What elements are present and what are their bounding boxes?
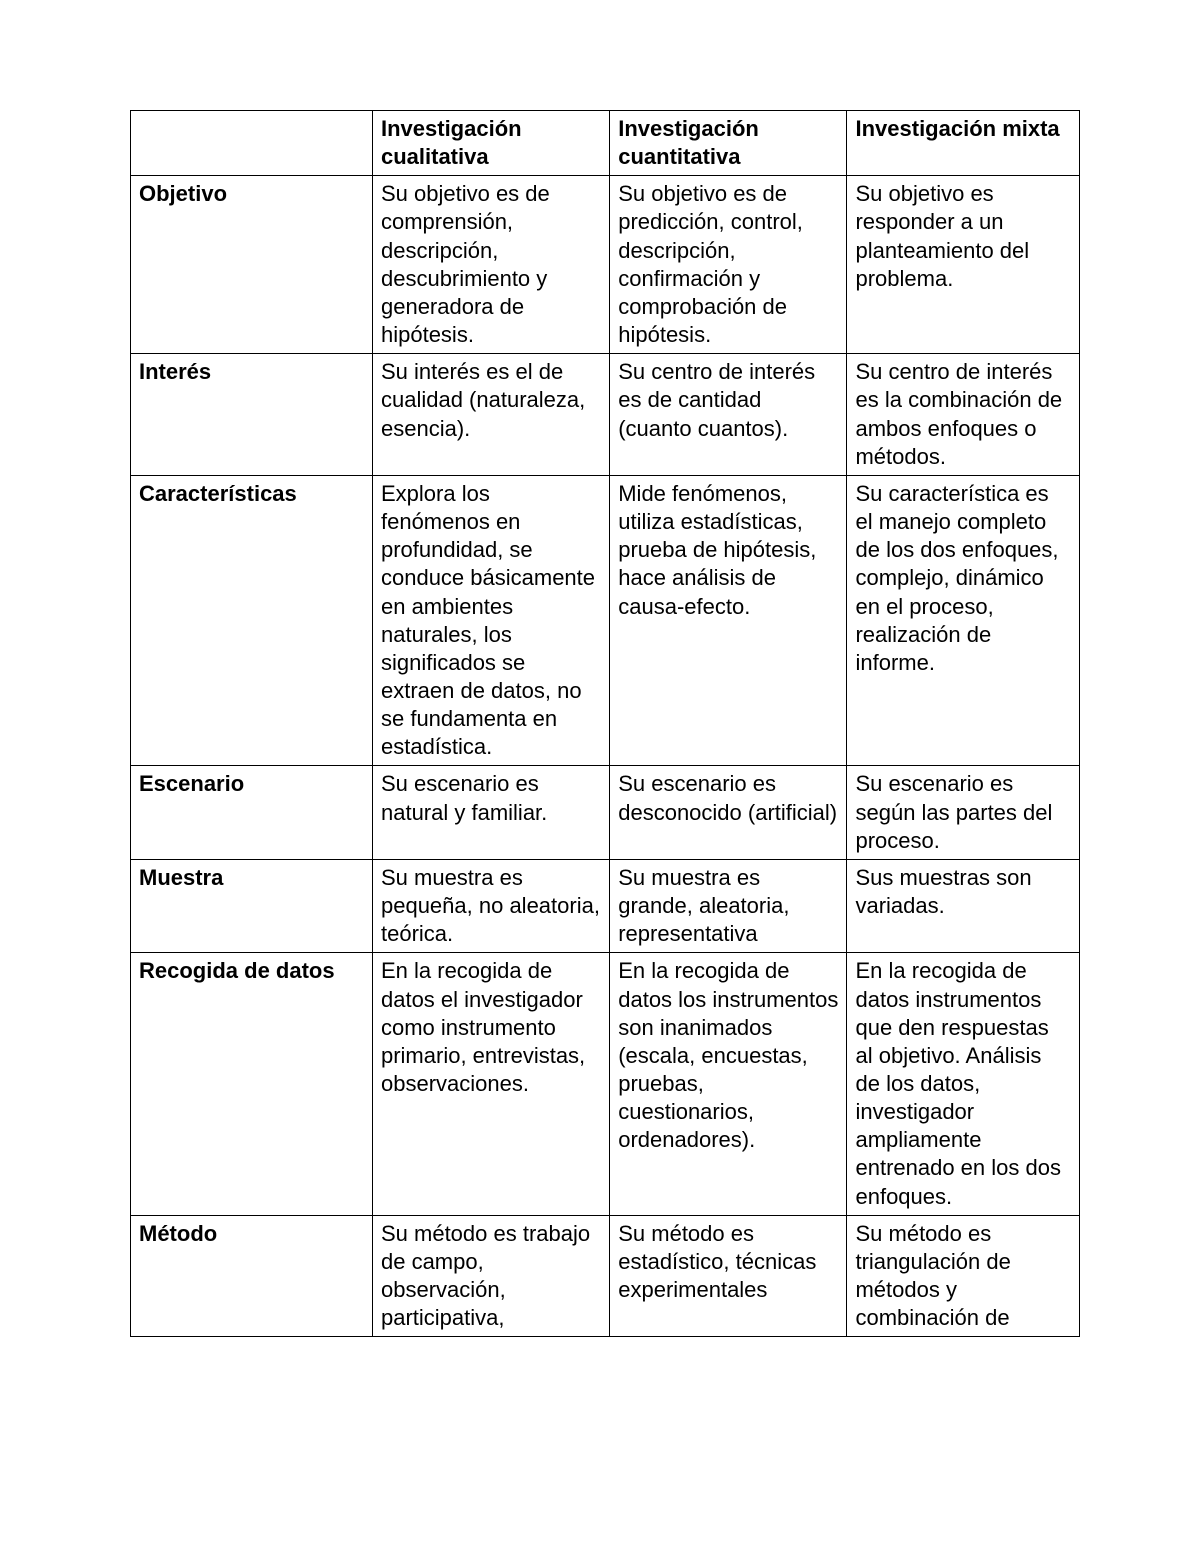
cell-objetivo-cual: Su objetivo es de comprensión, descripci… — [372, 176, 609, 354]
cell-escenario-cual: Su escenario es natural y familiar. — [372, 766, 609, 859]
cell-escenario-mixta: Su escenario es según las partes del pro… — [847, 766, 1080, 859]
row-interes: Interés Su interés es el de cualidad (na… — [131, 354, 1080, 476]
cell-caracteristicas-mixta: Su característica es el manejo completo … — [847, 475, 1080, 766]
col-header-cualitativa: Investigación cualitativa — [372, 111, 609, 176]
cell-objetivo-cuant: Su objetivo es de predicción, control, d… — [610, 176, 847, 354]
cell-caracteristicas-cual: Explora los fenómenos en profundidad, se… — [372, 475, 609, 766]
row-objetivo: Objetivo Su objetivo es de comprensión, … — [131, 176, 1080, 354]
row-header-interes: Interés — [131, 354, 373, 476]
row-header-metodo: Método — [131, 1215, 373, 1337]
comparison-table: Investigación cualitativa Investigación … — [130, 110, 1080, 1337]
cell-interes-cual: Su interés es el de cualidad (naturaleza… — [372, 354, 609, 476]
cell-objetivo-mixta: Su objetivo es responder a un planteamie… — [847, 176, 1080, 354]
cell-recogida-mixta: En la recogida de datos instrumentos que… — [847, 953, 1080, 1215]
row-caracteristicas: Características Explora los fenómenos en… — [131, 475, 1080, 766]
row-muestra: Muestra Su muestra es pequeña, no aleato… — [131, 859, 1080, 952]
corner-cell — [131, 111, 373, 176]
row-header-escenario: Escenario — [131, 766, 373, 859]
row-header-recogida: Recogida de datos — [131, 953, 373, 1215]
row-escenario: Escenario Su escenario es natural y fami… — [131, 766, 1080, 859]
row-header-muestra: Muestra — [131, 859, 373, 952]
cell-caracteristicas-cuant: Mide fenómenos, utiliza estadísticas, pr… — [610, 475, 847, 766]
cell-metodo-cuant: Su método es estadístico, técnicas exper… — [610, 1215, 847, 1337]
col-header-mixta: Investigación mixta — [847, 111, 1080, 176]
cell-interes-mixta: Su centro de interés es la combinación d… — [847, 354, 1080, 476]
cell-metodo-cual: Su método es trabajo de campo, observaci… — [372, 1215, 609, 1337]
col-header-cuantitativa: Investigación cuantitativa — [610, 111, 847, 176]
cell-muestra-cuant: Su muestra es grande, aleatoria, represe… — [610, 859, 847, 952]
row-recogida: Recogida de datos En la recogida de dato… — [131, 953, 1080, 1215]
header-row: Investigación cualitativa Investigación … — [131, 111, 1080, 176]
row-metodo: Método Su método es trabajo de campo, ob… — [131, 1215, 1080, 1337]
cell-escenario-cuant: Su escenario es desconocido (artificial) — [610, 766, 847, 859]
cell-interes-cuant: Su centro de interés es de cantidad (cua… — [610, 354, 847, 476]
cell-recogida-cuant: En la recogida de datos los instrumentos… — [610, 953, 847, 1215]
row-header-caracteristicas: Características — [131, 475, 373, 766]
cell-muestra-cual: Su muestra es pequeña, no aleatoria, teó… — [372, 859, 609, 952]
cell-muestra-mixta: Sus muestras son variadas. — [847, 859, 1080, 952]
row-header-objetivo: Objetivo — [131, 176, 373, 354]
cell-metodo-mixta: Su método es triangulación de métodos y … — [847, 1215, 1080, 1337]
cell-recogida-cual: En la recogida de datos el investigador … — [372, 953, 609, 1215]
